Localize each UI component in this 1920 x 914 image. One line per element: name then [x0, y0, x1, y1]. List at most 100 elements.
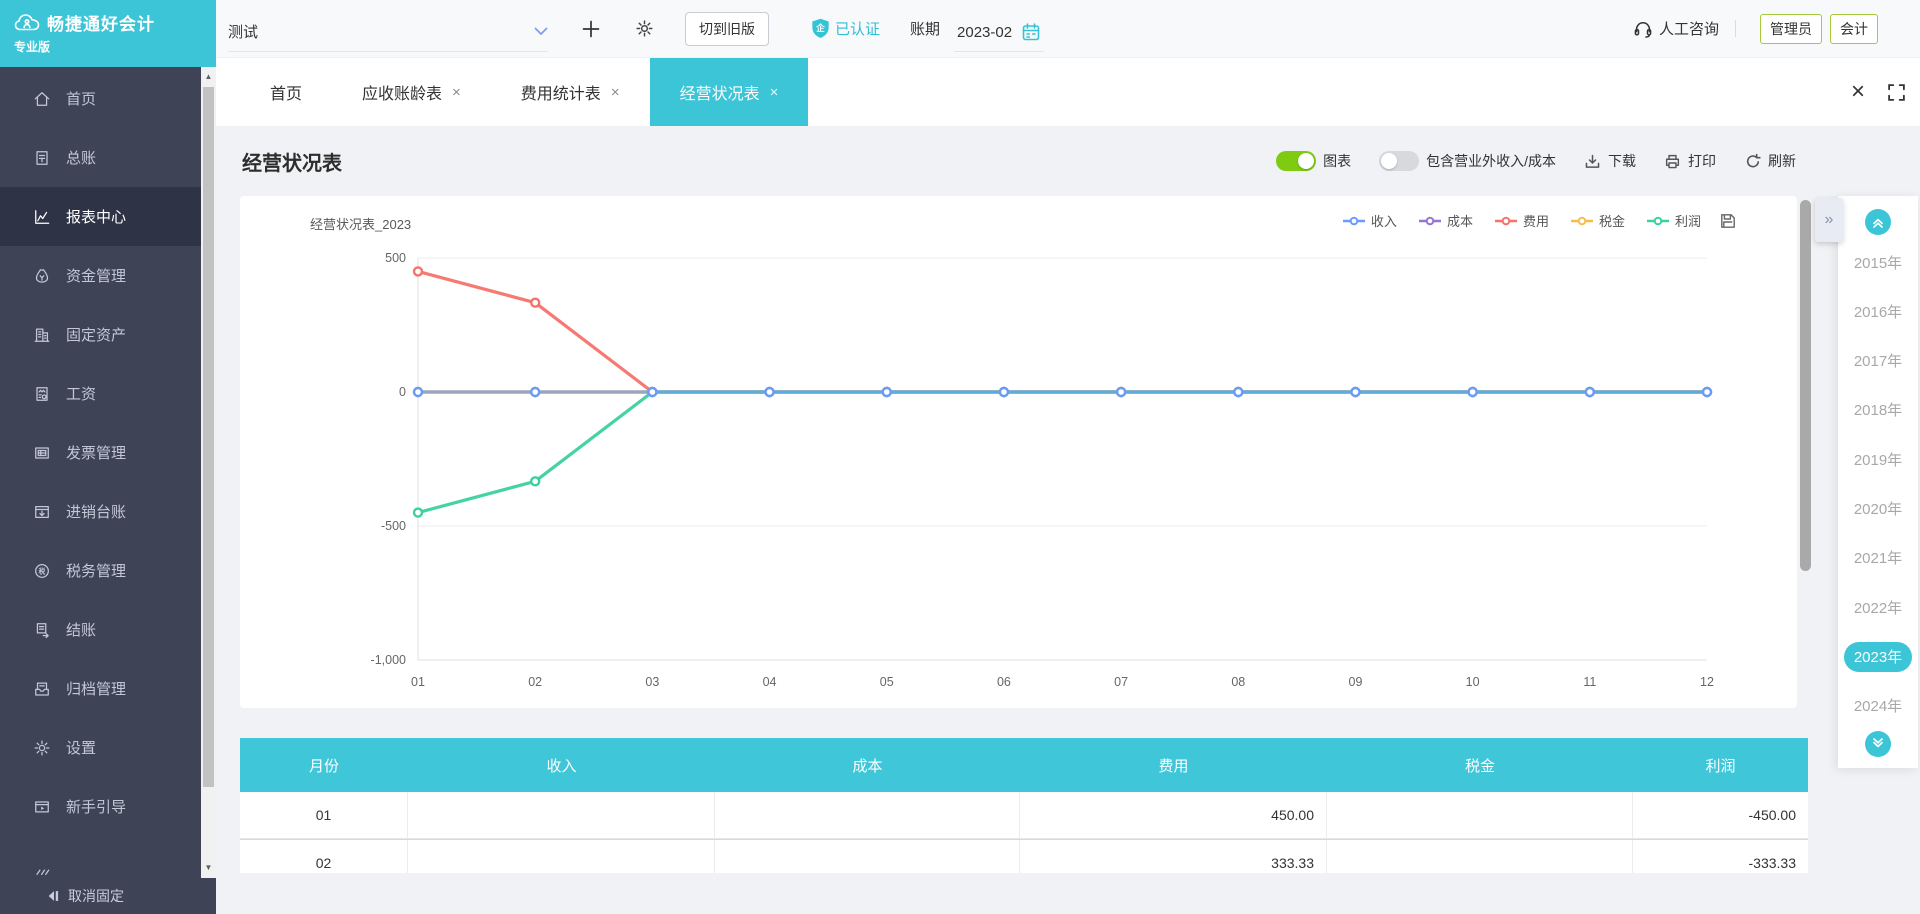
legend-item-成本[interactable]: 成本	[1418, 211, 1473, 230]
column-header-收入: 收入	[546, 757, 577, 775]
sidebar-item-fixed-assets[interactable]: 固定资产	[0, 305, 201, 364]
sidebar-item-label: 结账	[66, 622, 97, 639]
svg-text:-1,000: -1,000	[371, 653, 406, 667]
sidebar-scrollbar[interactable]: ▲ ▼	[201, 67, 216, 878]
print-button[interactable]: 打印	[1664, 151, 1716, 171]
sidebar-item-clipped[interactable]	[0, 836, 201, 895]
years-scroll-down-button[interactable]	[1865, 731, 1891, 757]
report-controls: 图表 包含营业外收入/成本 下载 打印	[1276, 151, 1796, 171]
year-item-2024[interactable]: 2024年	[1853, 698, 1903, 716]
tab-close-icon[interactable]: ×	[769, 83, 779, 101]
switch-old-version-button[interactable]: 切到旧版	[685, 11, 769, 46]
building-icon	[34, 328, 50, 342]
sidebar-scrollbar-thumb[interactable]	[203, 87, 214, 787]
legend-marker-icon	[1418, 216, 1441, 225]
year-item-2019[interactable]: 2019年	[1853, 451, 1903, 469]
year-item-2021[interactable]: 2021年	[1853, 550, 1903, 568]
certified-badge: 企 已认证	[811, 18, 880, 39]
tab-home[interactable]: 首页	[240, 58, 332, 126]
svg-text:07: 07	[1114, 675, 1128, 689]
unpin-sidebar-button[interactable]: 取消固定	[0, 878, 216, 914]
sidebar-item-closing[interactable]: 结账	[0, 600, 201, 659]
year-item-2020[interactable]: 2020年	[1853, 501, 1903, 519]
download-button[interactable]: 下载	[1584, 151, 1636, 171]
column-header-月份: 月份	[308, 757, 339, 775]
sidebar-item-settings[interactable]: 设置	[0, 718, 201, 777]
tax-icon: 税	[35, 563, 49, 578]
legend-label: 成本	[1446, 214, 1473, 229]
tab-operating-status[interactable]: 经营状况表 ×	[649, 58, 809, 126]
sidebar-item-label: 设置	[66, 740, 97, 757]
chevron-down-icon[interactable]	[534, 27, 548, 36]
close-tab-icon[interactable]: ×	[1850, 78, 1865, 105]
year-item-2016[interactable]: 2016年	[1853, 303, 1903, 321]
tab-close-icon[interactable]: ×	[452, 83, 461, 101]
payroll-icon	[36, 386, 48, 401]
table-row: 01 450.00 -450.00	[240, 792, 1808, 839]
save-as-image-icon[interactable]	[1719, 212, 1737, 230]
year-item-2017[interactable]: 2017年	[1853, 353, 1903, 371]
years-scroll-up-button[interactable]	[1865, 209, 1891, 235]
download-label: 下载	[1608, 153, 1636, 169]
legend-item-利润[interactable]: 利润	[1646, 211, 1701, 230]
sidebar-item-archive[interactable]: 归档管理	[0, 659, 201, 718]
invoice-icon	[35, 446, 49, 459]
add-account-button[interactable]	[582, 20, 600, 38]
svg-text:03: 03	[645, 675, 659, 689]
chart-toggle[interactable]: 图表	[1276, 151, 1351, 171]
year-item-2023[interactable]: 2023年	[1843, 641, 1913, 672]
include-toggle-switch[interactable]	[1379, 151, 1420, 171]
period-value: 2023-02	[957, 23, 1013, 41]
legend-marker-icon	[1342, 216, 1365, 225]
tab-label: 应收账龄表	[362, 86, 443, 103]
certified-label: 已认证	[835, 21, 881, 38]
scroll-up-arrow-icon[interactable]: ▲	[204, 72, 213, 81]
sidebar-item-payroll[interactable]: 工资	[0, 364, 201, 423]
sidebar-item-guide[interactable]: 新手引导	[0, 777, 201, 836]
refresh-button[interactable]: 刷新	[1744, 151, 1796, 171]
year-item-2022[interactable]: 2022年	[1853, 599, 1903, 617]
svg-text:09: 09	[1349, 675, 1363, 689]
content-scrollbar-thumb[interactable]	[1800, 200, 1811, 571]
sidebar-item-home[interactable]: 首页	[0, 69, 201, 128]
collapse-year-panel-handle[interactable]: »	[1815, 198, 1843, 242]
table-cell	[1327, 840, 1633, 873]
role-badge-accountant[interactable]: 会计	[1830, 13, 1878, 44]
chart-toggle-switch[interactable]	[1276, 151, 1317, 171]
tab-expense-stats[interactable]: 费用统计表 ×	[491, 58, 650, 126]
account-selector[interactable]: 测试	[228, 12, 548, 52]
settings-gear-icon[interactable]	[634, 18, 655, 39]
sidebar-item-tax[interactable]: 税 税务管理	[0, 541, 201, 600]
svg-text:11: 11	[1583, 675, 1596, 689]
include-nonoperating-toggle[interactable]: 包含营业外收入/成本	[1379, 151, 1556, 171]
sidebar-menu: 首页总账报表中心 资金管理 固定资产 工资 发票管理 进销台账税 税务管理结账归档管理设置新…	[0, 69, 201, 895]
sidebar-item-inventory[interactable]: 进销台账	[0, 482, 201, 541]
sidebar-item-general-ledger[interactable]: 总账	[0, 128, 201, 187]
legend-item-税金[interactable]: 税金	[1570, 211, 1625, 230]
svg-text:08: 08	[1231, 675, 1245, 689]
live-support-link[interactable]: 人工咨询	[1633, 18, 1719, 39]
role-badge-admin[interactable]: 管理员	[1760, 13, 1822, 44]
inventory-icon	[35, 505, 49, 518]
year-item-2015[interactable]: 2015年	[1853, 254, 1903, 272]
sidebar-item-funds[interactable]: 资金管理	[0, 246, 201, 305]
home-icon	[34, 91, 50, 106]
period-picker[interactable]: 2023-02	[954, 14, 1045, 52]
legend-item-费用[interactable]: 费用	[1494, 211, 1549, 230]
sidebar-item-invoices[interactable]: 发票管理	[0, 423, 201, 482]
sidebar-item-label: 总账	[66, 150, 97, 167]
sidebar-item-report-center[interactable]: 报表中心	[0, 187, 201, 246]
scroll-down-arrow-icon[interactable]: ▼	[204, 863, 213, 872]
tab-close-icon[interactable]: ×	[610, 83, 620, 101]
tab-receivable-aging[interactable]: 应收账龄表 ×	[332, 58, 491, 126]
table-cell	[408, 792, 715, 838]
svg-text:06: 06	[997, 675, 1011, 689]
page-title: 经营状况表	[242, 152, 342, 175]
legend-item-收入[interactable]: 收入	[1342, 211, 1397, 230]
year-item-2018[interactable]: 2018年	[1853, 402, 1903, 420]
money-bag-icon	[35, 268, 49, 283]
calendar-icon[interactable]	[1021, 22, 1041, 42]
fullscreen-icon[interactable]	[1887, 83, 1906, 102]
unpin-label: 取消固定	[68, 888, 124, 904]
svg-text:企: 企	[815, 22, 825, 33]
